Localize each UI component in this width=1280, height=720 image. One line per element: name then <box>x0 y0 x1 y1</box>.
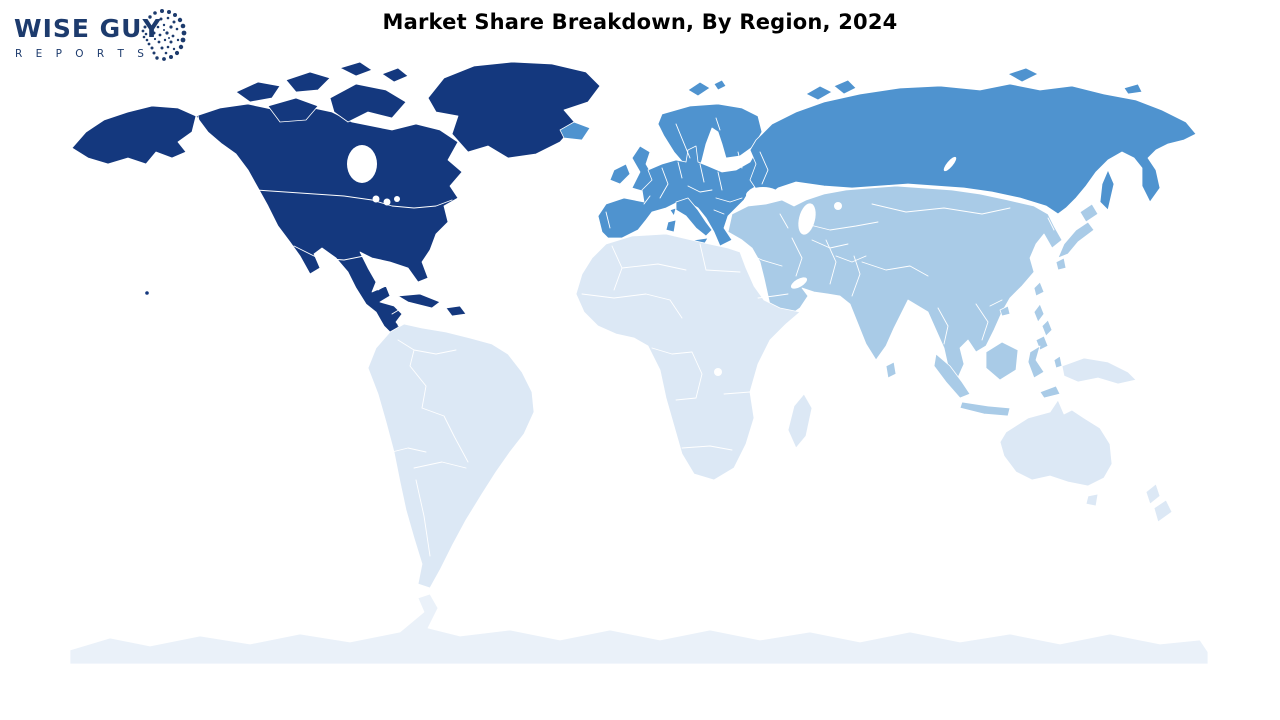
landmass-wrangel-island <box>1123 83 1143 95</box>
landmass-hawaii <box>144 290 150 296</box>
landmass-sri-lanka <box>885 361 897 379</box>
landmass-java <box>959 401 1011 417</box>
black-sea <box>746 187 780 203</box>
landmass-baffin-island <box>329 83 407 123</box>
landmass-novaya-zemlya <box>805 85 833 101</box>
landmass-maluku <box>1053 355 1063 369</box>
landmass-arctic-island <box>285 71 331 93</box>
borders-north-america <box>197 115 453 327</box>
dotted-head-profile-icon <box>141 9 187 61</box>
landmass-sumatra <box>933 353 971 399</box>
landmass-new-siberian-islands <box>1007 67 1039 83</box>
chart-title: Market Share Breakdown, By Region, 2024 <box>382 10 898 34</box>
landmass-new-zealand <box>1145 483 1161 505</box>
landmass-madagascar <box>787 393 813 449</box>
landmass-hokkaido <box>1079 203 1099 223</box>
landmass-sakhalin <box>1099 169 1115 211</box>
landmass-svalbard <box>713 79 727 91</box>
logo-subtext: R E P O R T S <box>15 48 149 60</box>
landmass-antarctica <box>69 593 1209 665</box>
region-antarctica <box>69 593 1209 665</box>
logo-group: WISE GUY R E P O R T S <box>14 9 187 61</box>
landmass-sardinia <box>665 219 677 233</box>
lake-victoria <box>714 368 722 376</box>
logo-wordmark: WISE GUY <box>14 14 162 43</box>
landmass-iceland <box>559 121 591 141</box>
landmass-cuba <box>397 293 441 309</box>
landmass-arctic-island <box>381 67 409 83</box>
region-asia <box>727 185 1099 417</box>
borders-asia <box>743 203 1055 345</box>
landmass-novaya-zemlya <box>833 79 857 95</box>
caspian-sea <box>798 203 816 235</box>
landmass-ireland <box>609 163 631 185</box>
landmass-south-america <box>367 323 535 589</box>
great-lakes <box>394 196 400 202</box>
landmass-honshu <box>1057 221 1095 259</box>
region-europe-russia <box>457 67 1197 363</box>
landmass-hispaniola <box>445 305 467 317</box>
inland-water <box>347 145 957 376</box>
landmass-philippines <box>1041 319 1053 337</box>
landmass-italy <box>675 197 713 237</box>
landmass-corsica <box>669 207 677 217</box>
landmass-scandinavia <box>657 103 763 173</box>
aral-sea <box>834 202 842 210</box>
region-north-america <box>71 61 601 335</box>
landmass-tasmania <box>1085 493 1099 507</box>
landmass-taiwan <box>1033 281 1045 297</box>
landmass-arctic-island <box>235 81 281 103</box>
landmass-kyushu <box>1055 257 1067 271</box>
borders-south-america <box>391 339 469 557</box>
borders-africa <box>581 243 751 451</box>
landmass-arctic-island <box>339 61 373 77</box>
landmass-sulawesi <box>1027 345 1045 379</box>
country-borders <box>197 115 1055 557</box>
hudson-bay <box>347 145 377 183</box>
landmass-russia <box>749 83 1197 215</box>
landmass-hainan <box>999 305 1011 317</box>
landmass-new-zealand <box>1153 499 1173 523</box>
landmass-philippines <box>1033 303 1045 323</box>
lake-baikal <box>943 156 957 172</box>
landmass-north-america-mainland <box>195 103 463 335</box>
persian-gulf <box>790 277 808 289</box>
landmass-new-guinea <box>1061 357 1137 385</box>
wise-guy-reports-logo: WISE GUY R E P O R T S <box>14 6 194 72</box>
landmass-svalbard <box>687 81 711 97</box>
landmass-victoria-island <box>267 97 319 123</box>
landmass-asia-mainland <box>727 185 1063 383</box>
borders-europe <box>605 117 769 229</box>
landmass-timor <box>1039 385 1061 399</box>
landmass-borneo <box>985 341 1019 381</box>
landmass-australia <box>999 399 1113 487</box>
landmass-alaska <box>71 105 197 165</box>
